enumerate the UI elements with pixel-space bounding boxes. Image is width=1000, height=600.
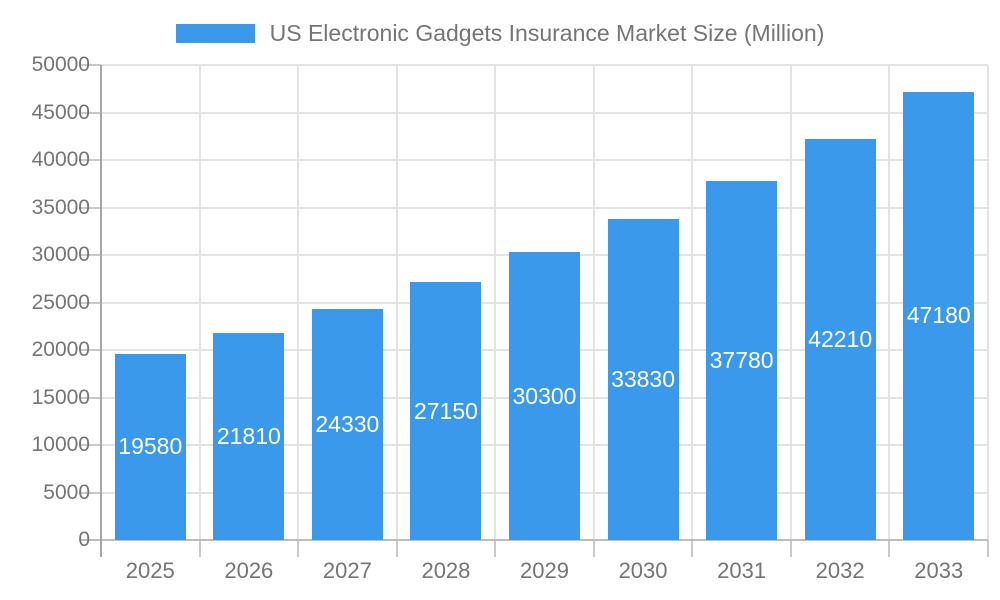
h-gridline bbox=[101, 111, 988, 114]
y-tick bbox=[79, 349, 101, 351]
x-axis-label: 2028 bbox=[421, 558, 471, 583]
v-gridline bbox=[789, 65, 792, 540]
y-axis-label: 15000 bbox=[31, 385, 90, 409]
x-tick bbox=[691, 540, 694, 557]
y-tick bbox=[79, 301, 101, 304]
bar-value-label: 47180 bbox=[906, 302, 971, 329]
x-tick bbox=[987, 540, 989, 557]
v-gridline bbox=[691, 65, 694, 540]
bar[interactable]: 47180 bbox=[903, 91, 975, 540]
x-axis-label: 2032 bbox=[815, 558, 865, 583]
x-axis-label: 2031 bbox=[717, 558, 767, 583]
bar[interactable]: 24330 bbox=[311, 308, 383, 540]
bar[interactable]: 21810 bbox=[213, 332, 285, 540]
x-axis-label: 2026 bbox=[224, 558, 274, 583]
y-tick bbox=[79, 206, 101, 209]
h-gridline bbox=[101, 159, 988, 161]
x-axis-label: 2025 bbox=[125, 558, 175, 583]
legend[interactable]: US Electronic Gadgets Insurance Market S… bbox=[0, 17, 1000, 49]
bar-value-label: 30300 bbox=[512, 382, 577, 409]
v-gridline bbox=[395, 65, 398, 540]
y-axis-label: 40000 bbox=[31, 148, 90, 171]
y-tick bbox=[79, 254, 101, 256]
bar-value-label: 21810 bbox=[216, 422, 281, 449]
x-tick bbox=[592, 540, 595, 557]
x-tick bbox=[395, 540, 398, 557]
bar-value-label: 24330 bbox=[315, 410, 380, 437]
x-axis-label: 2030 bbox=[618, 558, 668, 583]
bar[interactable]: 42210 bbox=[804, 139, 876, 540]
bar-value-label: 19580 bbox=[118, 433, 183, 460]
legend-swatch-icon bbox=[175, 23, 255, 43]
v-gridline bbox=[198, 65, 201, 540]
bar-value-label: 33830 bbox=[611, 365, 676, 392]
v-gridline bbox=[987, 65, 989, 540]
x-tick bbox=[198, 540, 201, 557]
v-gridline bbox=[592, 65, 595, 540]
y-tick bbox=[79, 444, 101, 446]
bar-value-label: 37780 bbox=[709, 347, 774, 374]
bar[interactable]: 19580 bbox=[114, 353, 186, 540]
y-axis-label: 35000 bbox=[31, 195, 90, 219]
x-axis-label: 2033 bbox=[914, 558, 964, 583]
h-gridline bbox=[101, 64, 988, 66]
x-tick bbox=[494, 540, 497, 557]
x-tick bbox=[789, 540, 792, 557]
bar-value-label: 27150 bbox=[413, 397, 478, 424]
y-axis-label: 5000 bbox=[43, 480, 90, 504]
h-gridline bbox=[101, 206, 988, 209]
y-axis-line bbox=[100, 65, 102, 557]
x-axis-label: 2027 bbox=[322, 558, 372, 583]
legend-label: US Electronic Gadgets Insurance Market S… bbox=[269, 19, 825, 46]
y-tick bbox=[79, 159, 101, 161]
y-tick bbox=[79, 396, 101, 399]
x-axis-label: 2029 bbox=[520, 558, 569, 583]
y-axis-label: 30000 bbox=[31, 243, 90, 266]
v-gridline bbox=[494, 65, 497, 540]
bar[interactable]: 30300 bbox=[509, 252, 580, 540]
y-axis-label: 50000 bbox=[31, 53, 90, 76]
v-gridline bbox=[888, 65, 891, 540]
v-gridline bbox=[297, 65, 300, 540]
y-axis-label: 25000 bbox=[31, 290, 90, 314]
x-axis-line bbox=[79, 539, 988, 541]
y-axis-label: 0 bbox=[78, 528, 90, 551]
y-tick bbox=[79, 64, 101, 66]
y-axis-label: 10000 bbox=[31, 433, 90, 456]
bar-value-label: 42210 bbox=[808, 325, 873, 352]
bar[interactable]: 27150 bbox=[410, 282, 482, 540]
y-tick bbox=[79, 491, 101, 494]
x-tick bbox=[888, 540, 891, 557]
y-axis-label: 20000 bbox=[31, 338, 90, 361]
y-tick bbox=[79, 111, 101, 114]
bar[interactable]: 33830 bbox=[607, 218, 679, 540]
x-tick bbox=[297, 540, 300, 557]
bar[interactable]: 37780 bbox=[706, 181, 778, 540]
y-axis-label: 45000 bbox=[31, 100, 90, 124]
